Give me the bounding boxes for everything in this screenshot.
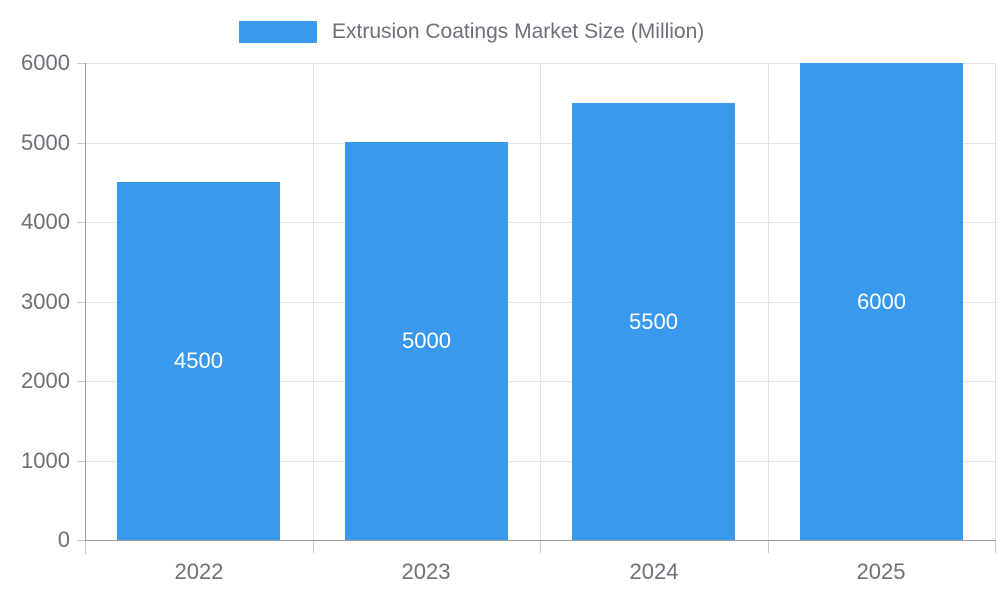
gridline-vertical [540,63,541,540]
gridline-horizontal [86,461,996,462]
gridline-vertical [768,63,769,540]
legend-swatch-icon [239,21,317,43]
x-axis-tick [85,541,86,553]
y-axis-label: 4000 [21,209,70,234]
bar-2024[interactable] [572,103,735,540]
bar-2025[interactable] [800,63,963,540]
bar-2022[interactable] [117,182,280,540]
y-axis-tick [77,143,85,144]
gridline-horizontal [86,381,996,382]
y-axis-label: 2000 [21,368,70,393]
x-axis-label: 2022 [174,559,224,584]
gridline-vertical [995,63,996,540]
gridline-horizontal [86,63,996,64]
x-axis-label: 2024 [629,559,679,584]
x-axis-tick [540,541,541,553]
gridline-horizontal [86,222,996,223]
x-axis-label: 2023 [401,559,451,584]
y-axis-label: 3000 [21,289,70,314]
plot-area [85,63,996,541]
x-axis-tick [313,541,314,553]
x-axis-tick [768,541,769,553]
gridline-vertical [313,63,314,540]
y-axis-tick [77,302,85,303]
bar-value-label: 6000 [857,289,906,314]
gridline-horizontal [86,143,996,144]
legend-label: Extrusion Coatings Market Size (Million) [332,20,705,43]
y-axis-tick [77,63,85,64]
x-axis-label: 2025 [856,559,906,584]
gridline-horizontal [86,302,996,303]
bar-value-label: 5500 [629,309,678,334]
y-axis-tick [77,540,85,541]
bar-value-label: 5000 [402,328,451,353]
bar-value-label: 4500 [174,348,223,373]
chart-legend[interactable]: Extrusion Coatings Market Size (Million) [239,20,704,44]
y-axis-tick [77,381,85,382]
y-axis-label: 6000 [21,50,70,75]
y-axis-tick [77,461,85,462]
y-axis-tick [77,222,85,223]
x-axis-tick [995,541,996,553]
y-axis-label: 5000 [21,130,70,155]
y-axis-label: 1000 [21,448,70,473]
bar-2023[interactable] [345,142,508,540]
y-axis-label: 0 [57,527,70,552]
